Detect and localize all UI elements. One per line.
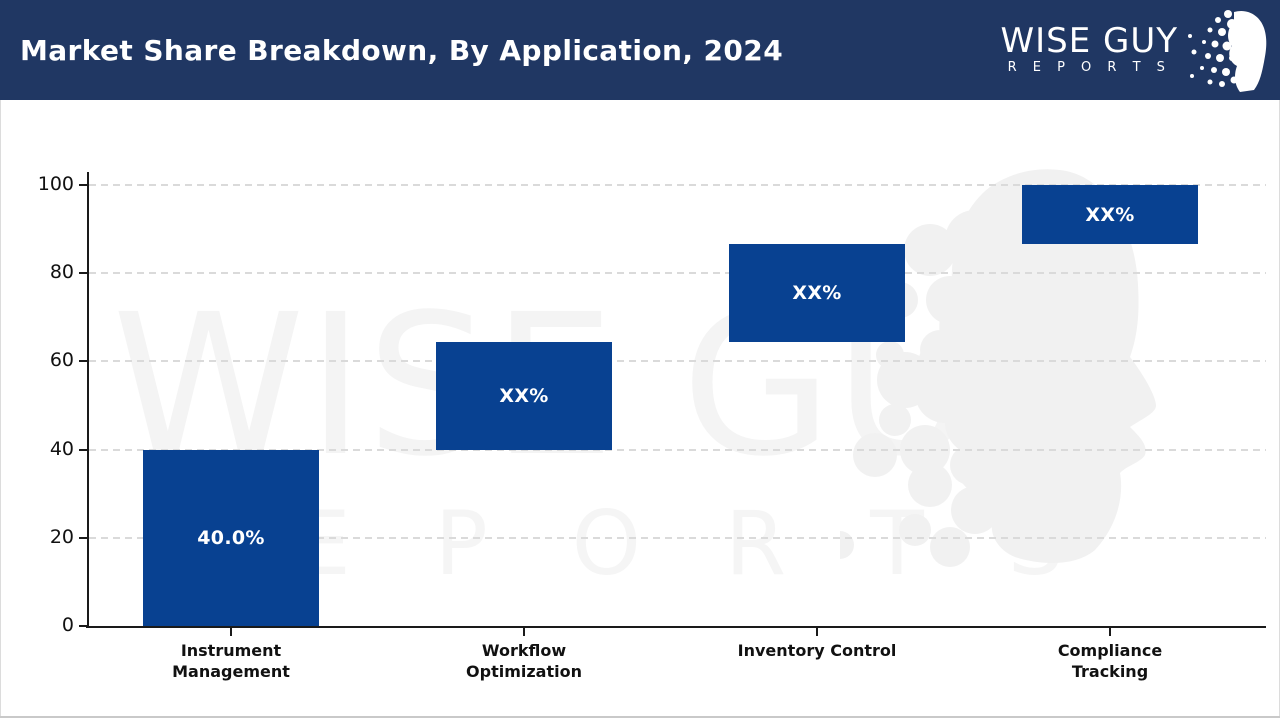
x-tick-mark-1	[230, 628, 232, 636]
brand-face-icon	[1188, 10, 1267, 93]
x-tick-mark-3	[816, 628, 818, 636]
bar-3: XX%	[729, 244, 905, 342]
brand-logo-text: WISE GUY R E P O R T S	[1000, 23, 1178, 77]
header-band: Market Share Breakdown, By Application, …	[0, 0, 1280, 100]
x-category-label-2: Workflow Optimization	[466, 641, 582, 681]
bar-4: XX%	[1022, 185, 1198, 245]
y-tick-mark-20	[79, 536, 87, 539]
bar-value-label: XX%	[499, 384, 549, 407]
y-tick-label-100: 100	[37, 173, 74, 195]
y-axis	[87, 172, 89, 628]
y-tick-mark-80	[79, 272, 87, 275]
gridline-20	[89, 536, 1266, 539]
y-tick-label-20: 20	[49, 525, 74, 548]
chart-title: Market Share Breakdown, By Application, …	[20, 33, 784, 67]
bar-1: 40.0%	[143, 449, 319, 626]
y-tick-mark-100	[79, 184, 87, 186]
x-category-label-3: Inventory Control	[737, 641, 897, 660]
gridline-80	[89, 272, 1266, 275]
image-border-left	[0, 100, 1, 717]
y-tick-label-40: 40	[49, 437, 74, 460]
y-tick-mark-0	[79, 625, 87, 627]
brand-logo: WISE GUY R E P O R T S	[1000, 0, 1280, 100]
x-tick-mark-4	[1109, 628, 1111, 636]
y-tick-label-60: 60	[49, 349, 74, 372]
bar-2: XX%	[436, 341, 612, 450]
brand-subname: R E P O R T S	[1007, 60, 1171, 75]
y-tick-mark-40	[79, 448, 87, 451]
bar-value-label: XX%	[1085, 203, 1135, 226]
y-tick-label-80: 80	[49, 261, 74, 284]
y-tick-label-0: 0	[61, 614, 74, 636]
x-axis	[86, 626, 1266, 628]
image-border-bottom	[0, 716, 1280, 718]
bar-value-label: XX%	[792, 282, 842, 305]
gridline-40	[89, 448, 1266, 451]
bar-value-label: 40.0%	[197, 526, 265, 549]
x-category-label-1: Instrument Management	[172, 641, 290, 681]
x-tick-mark-2	[523, 628, 525, 636]
gridline-100	[89, 184, 1266, 186]
brand-name: WISE GUY	[1000, 21, 1178, 61]
gridline-60	[89, 360, 1266, 363]
y-tick-mark-60	[79, 360, 87, 363]
x-category-label-4: Compliance Tracking	[1057, 641, 1163, 681]
